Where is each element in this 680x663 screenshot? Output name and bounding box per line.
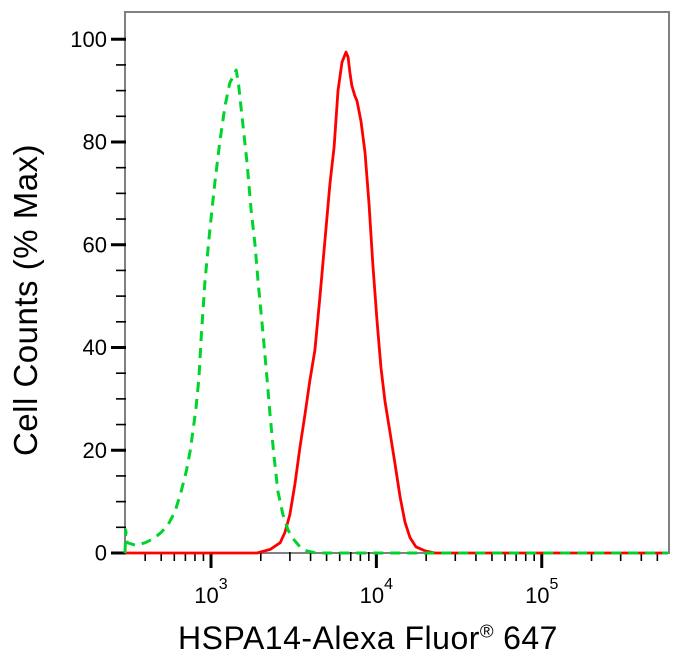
x-tick-exponent: 4 (384, 576, 393, 593)
y-tick-label: 80 (83, 130, 107, 155)
registered-trademark-symbol: ® (479, 620, 495, 642)
x-tick-label: 105 (525, 576, 558, 608)
x-axis-title-main: HSPA14-Alexa Fluor (178, 620, 480, 656)
curve-red-solid-hspa14 (125, 50, 668, 555)
y-axis-title: Cell Counts (% Max) (7, 143, 44, 457)
y-tick-label: 20 (83, 438, 107, 463)
x-tick-label: 104 (360, 576, 393, 608)
y-tick-label: 0 (95, 541, 107, 566)
y-tick-label: 60 (83, 232, 107, 257)
x-axis-title-suffix: 647 (503, 620, 558, 656)
y-tick-label: 100 (70, 27, 107, 52)
x-tick-exponent: 5 (550, 576, 559, 593)
y-tick-label: 40 (83, 335, 107, 360)
x-tick-exponent: 3 (219, 576, 228, 593)
x-axis-title: HSPA14-Alexa Fluor® 647 (178, 620, 558, 657)
x-tick-label: 103 (194, 576, 227, 608)
